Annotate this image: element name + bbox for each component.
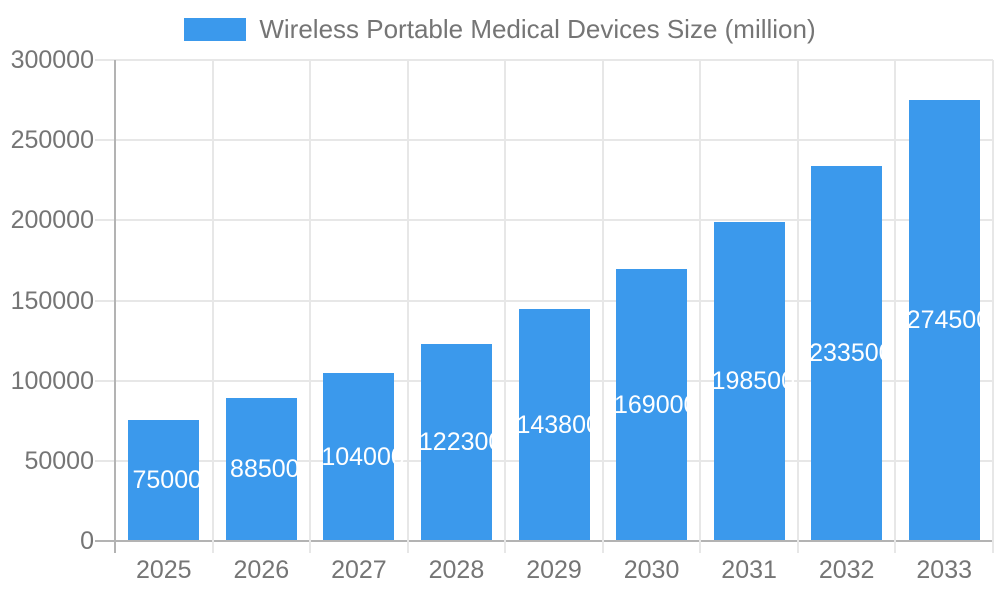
x-tick-label: 2025 [135, 556, 192, 584]
bar: 122300 [419, 343, 502, 540]
y-tick-label: 200000 [10, 206, 94, 235]
gridline-v [504, 60, 507, 553]
gridline-v [992, 60, 994, 553]
x-tick-label: 2028 [428, 556, 485, 584]
y-tick-label: 50000 [24, 446, 94, 475]
bar-value-label: 88500 [230, 455, 300, 484]
y-tick-label: 300000 [10, 46, 94, 74]
bar: 75000 [128, 419, 203, 540]
y-tick-label: 100000 [10, 366, 94, 395]
y-tick-label: 0 [80, 527, 94, 555]
gridline-h [95, 139, 993, 142]
bar: 169000 [614, 269, 697, 540]
x-tick-label: 2031 [721, 556, 777, 584]
bar-value-label: 143800 [516, 410, 600, 439]
gridline-v [211, 60, 214, 553]
bar-value-label: 122300 [418, 427, 503, 456]
gridline-v [796, 60, 799, 553]
x-tick-label: 2026 [233, 556, 290, 584]
gridline-h [95, 299, 993, 302]
legend-swatch [184, 17, 247, 41]
gridline-v [894, 60, 897, 553]
bar-value-label: 169000 [614, 390, 698, 419]
gridline-v [406, 60, 409, 553]
x-axis-line [95, 540, 993, 542]
bar: 143800 [516, 309, 600, 540]
bar-value-label: 198500 [711, 366, 795, 395]
bar: 274500 [907, 99, 990, 540]
gridline-v [699, 60, 702, 553]
gridline-h [95, 219, 993, 222]
y-tick-label: 250000 [10, 126, 94, 155]
x-tick-label: 2032 [818, 556, 875, 584]
bar-value-label: 274500 [906, 305, 991, 334]
bar: 104000 [321, 373, 405, 540]
gridline-v [309, 60, 312, 553]
x-tick-label: 2030 [623, 556, 680, 584]
y-axis-line [114, 60, 116, 553]
bar-value-label: 104000 [321, 442, 405, 471]
bar: 88500 [225, 398, 300, 540]
gridline-h [95, 59, 993, 61]
bar: 233500 [809, 165, 893, 540]
legend-label: Wireless Portable Medical Devices Size (… [259, 14, 816, 44]
gridline-v [601, 60, 604, 553]
x-tick-label: 2033 [916, 556, 973, 584]
bar-value-label: 75000 [132, 465, 203, 494]
bar-value-label: 233500 [809, 338, 893, 367]
bar: 198500 [712, 221, 795, 540]
y-tick-label: 150000 [10, 286, 94, 315]
x-tick-label: 2029 [526, 556, 582, 584]
x-tick-label: 2027 [331, 556, 387, 584]
chart-legend: Wireless Portable Medical Devices Size (… [0, 13, 1000, 45]
